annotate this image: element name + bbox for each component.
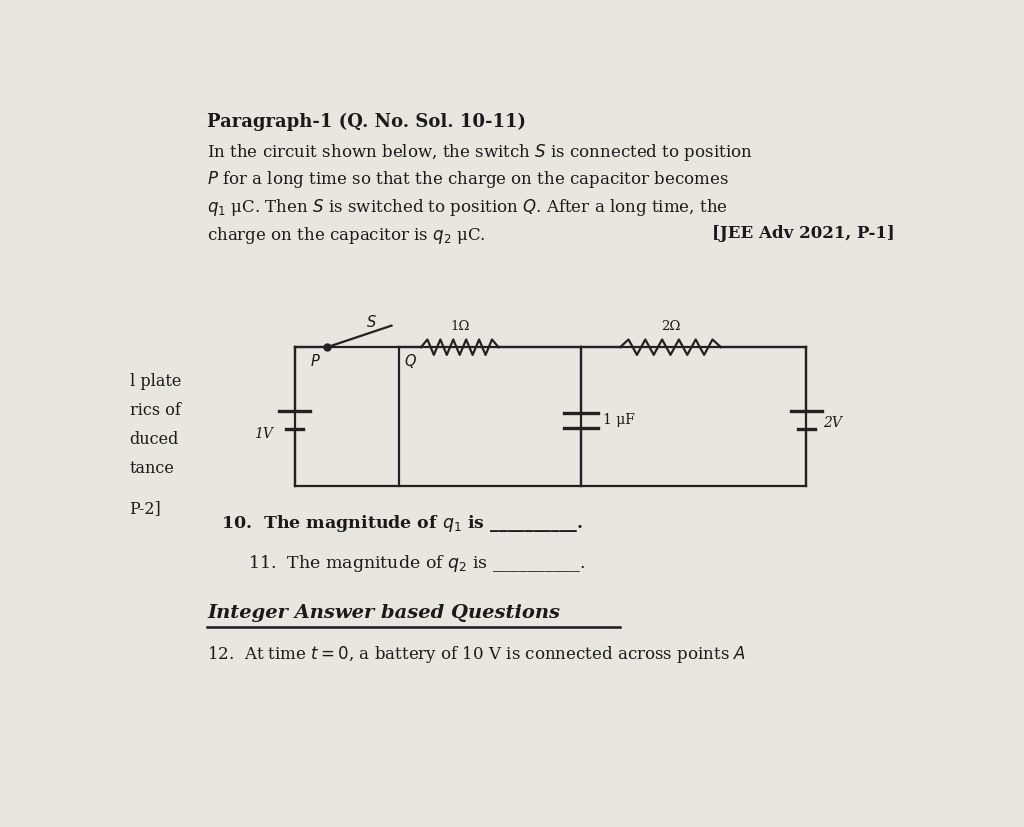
Text: $P$: $P$	[310, 353, 321, 370]
Text: 2Ω: 2Ω	[660, 320, 680, 333]
Text: 11.  The magnitude of $q_2$ is __________.: 11. The magnitude of $q_2$ is __________…	[248, 552, 585, 574]
Text: $S$: $S$	[366, 314, 377, 330]
Text: Integer Answer based Questions: Integer Answer based Questions	[207, 604, 560, 622]
Text: l plate: l plate	[130, 373, 181, 390]
Text: duced: duced	[130, 431, 179, 448]
Text: $Q$: $Q$	[403, 351, 417, 370]
Text: $P$ for a long time so that the charge on the capacitor becomes: $P$ for a long time so that the charge o…	[207, 170, 729, 190]
Text: 1 μF: 1 μF	[603, 414, 635, 428]
Text: $q_1$ μC. Then $S$ is switched to position $Q$. After a long time, the: $q_1$ μC. Then $S$ is switched to positi…	[207, 197, 728, 218]
Text: 2V: 2V	[823, 416, 842, 430]
Text: rics of: rics of	[130, 402, 180, 418]
Text: [JEE Adv 2021, P-1]: [JEE Adv 2021, P-1]	[713, 225, 895, 241]
Text: Paragraph-1 (Q. No. Sol. 10-11): Paragraph-1 (Q. No. Sol. 10-11)	[207, 112, 526, 131]
Text: 12.  At time $t=0$, a battery of 10 V is connected across points $A$: 12. At time $t=0$, a battery of 10 V is …	[207, 643, 746, 665]
Text: In the circuit shown below, the switch $S$ is connected to position: In the circuit shown below, the switch $…	[207, 141, 753, 163]
Text: 1Ω: 1Ω	[450, 320, 469, 333]
Text: 1V: 1V	[254, 428, 273, 441]
Text: charge on the capacitor is $q_2$ μC.: charge on the capacitor is $q_2$ μC.	[207, 225, 485, 246]
Text: P-2]: P-2]	[130, 500, 162, 517]
Text: tance: tance	[130, 461, 174, 477]
Text: 10.  The magnitude of $q_1$ is __________.: 10. The magnitude of $q_1$ is __________…	[221, 513, 584, 533]
